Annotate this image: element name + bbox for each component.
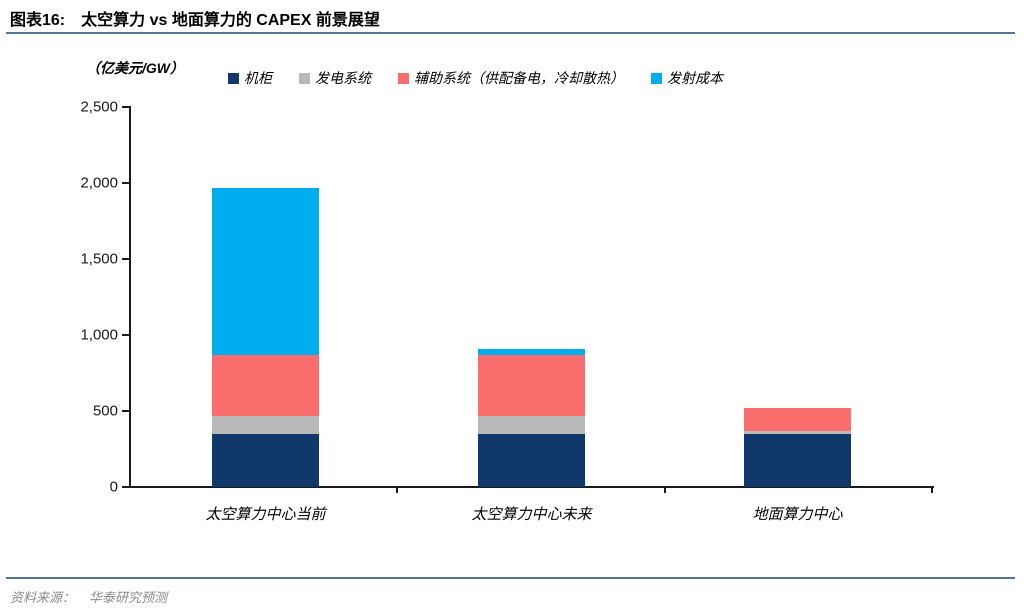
bar-segment xyxy=(478,354,585,416)
y-axis-tick xyxy=(122,182,129,184)
source-value: 华泰研究预测 xyxy=(89,590,168,605)
legend-item: 发电系统 xyxy=(299,68,371,88)
x-category-label: 地面算力中心 xyxy=(752,506,843,523)
legend-label: 辅助系统（供配备电，冷却散热） xyxy=(414,70,624,86)
legend-swatch xyxy=(398,72,409,84)
y-axis-tick xyxy=(122,258,129,260)
x-axis-tick xyxy=(931,487,933,493)
legend-item: 辅助系统（供配备电，冷却散热） xyxy=(398,68,624,88)
legend-swatch xyxy=(651,72,662,84)
source-note: 资料来源： 华泰研究预测 xyxy=(10,587,167,606)
figure-title: 图表16: 太空算力 vs 地面算力的 CAPEX 前景展望 xyxy=(10,6,380,30)
y-axis-unit-label: （亿美元/GW） xyxy=(86,60,184,76)
source-label: 资料来源： xyxy=(10,590,76,605)
bar-segment xyxy=(212,187,319,355)
y-axis-tick-label: 2,500 xyxy=(80,98,118,116)
legend-label: 发电系统 xyxy=(315,70,371,86)
x-axis-tick xyxy=(396,487,399,493)
y-axis-tick xyxy=(122,106,129,108)
y-axis-tick xyxy=(122,410,129,412)
y-axis-tick-label: 500 xyxy=(92,402,118,420)
y-axis-tick xyxy=(122,486,129,488)
legend-item: 发射成本 xyxy=(651,68,723,88)
bar-segment xyxy=(744,407,851,431)
legend-label: 发射成本 xyxy=(667,70,723,86)
chart-legend: 机柜 发电系统 辅助系统（供配备电，冷却散热） 发射成本 xyxy=(228,68,723,88)
footer-divider xyxy=(6,577,1015,579)
figure-title-text: 太空算力 vs 地面算力的 CAPEX 前景展望 xyxy=(81,12,380,29)
y-axis-tick-label: 1,000 xyxy=(80,326,118,344)
bar-segment xyxy=(212,354,319,416)
bar-segment xyxy=(212,433,319,487)
bar-segment xyxy=(478,348,585,355)
title-divider xyxy=(6,32,1015,34)
x-category-label: 太空算力中心当前 xyxy=(205,506,326,523)
legend-swatch xyxy=(299,72,310,84)
x-axis-line xyxy=(129,486,934,488)
bar-segment xyxy=(744,433,851,487)
bar-segment xyxy=(478,415,585,434)
legend-swatch xyxy=(228,72,239,84)
y-axis-line xyxy=(129,106,131,488)
bar-segment xyxy=(744,430,851,434)
legend-item: 机柜 xyxy=(228,68,272,88)
y-axis-tick-label: 1,500 xyxy=(80,250,118,268)
bar-segment xyxy=(478,433,585,487)
y-axis-tick-label: 0 xyxy=(109,478,118,496)
bar-segment xyxy=(212,415,319,434)
legend-label: 机柜 xyxy=(244,70,272,86)
y-axis-tick xyxy=(122,334,129,336)
figure-number-label: 图表16: xyxy=(10,12,66,29)
y-axis-tick-label: 2,000 xyxy=(80,174,118,192)
x-axis-tick xyxy=(663,487,666,493)
x-category-label: 太空算力中心未来 xyxy=(471,506,592,523)
